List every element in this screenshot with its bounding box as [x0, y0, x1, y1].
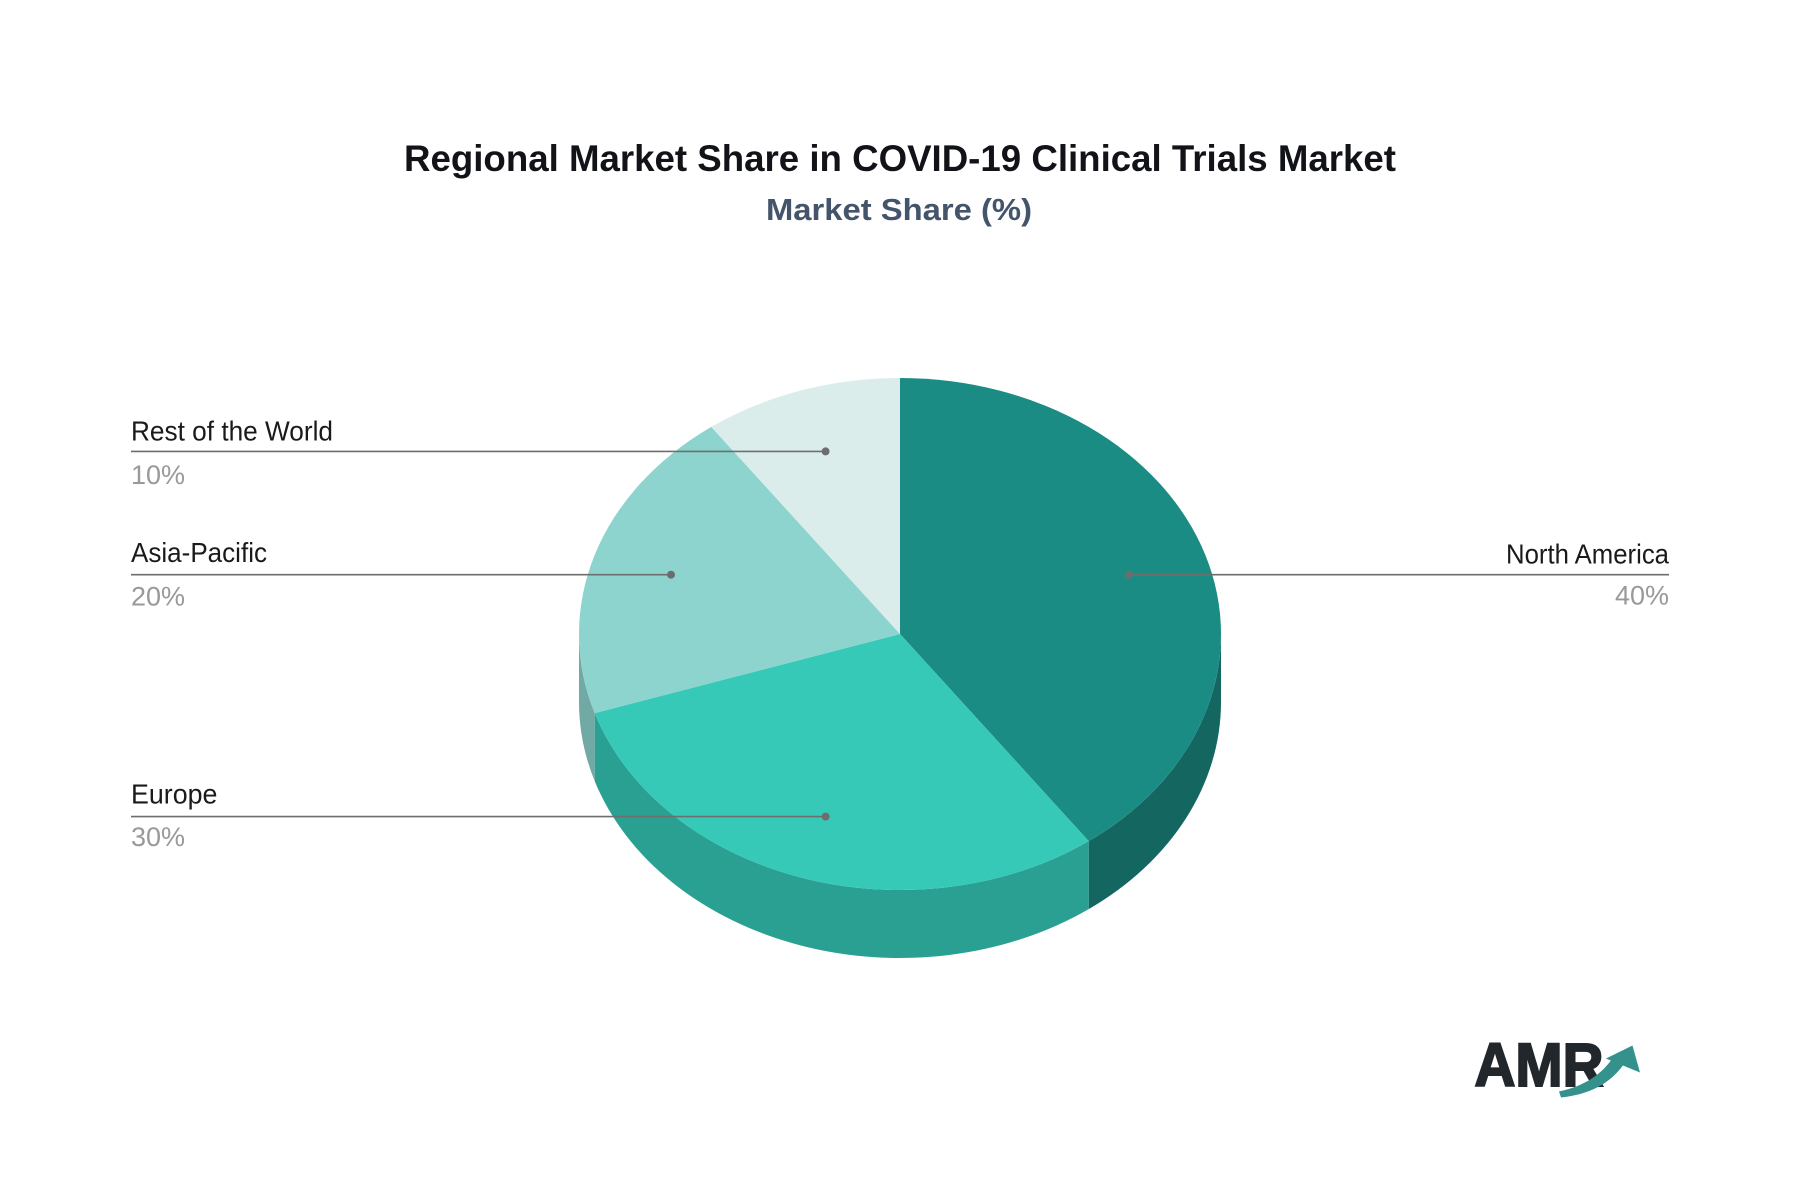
svg-text:40%: 40% [1615, 580, 1669, 610]
svg-text:Asia-Pacific: Asia-Pacific [131, 537, 267, 568]
svg-text:Market Share (%): Market Share (%) [766, 192, 1032, 227]
svg-text:20%: 20% [131, 582, 185, 612]
svg-text:Rest of the World: Rest of the World [131, 416, 333, 447]
svg-text:30%: 30% [131, 822, 185, 852]
svg-text:Europe: Europe [131, 779, 217, 810]
svg-text:North America: North America [1506, 539, 1669, 570]
svg-text:10%: 10% [131, 460, 185, 490]
svg-text:Regional Market Share in COVID: Regional Market Share in COVID-19 Clinic… [404, 138, 1396, 179]
